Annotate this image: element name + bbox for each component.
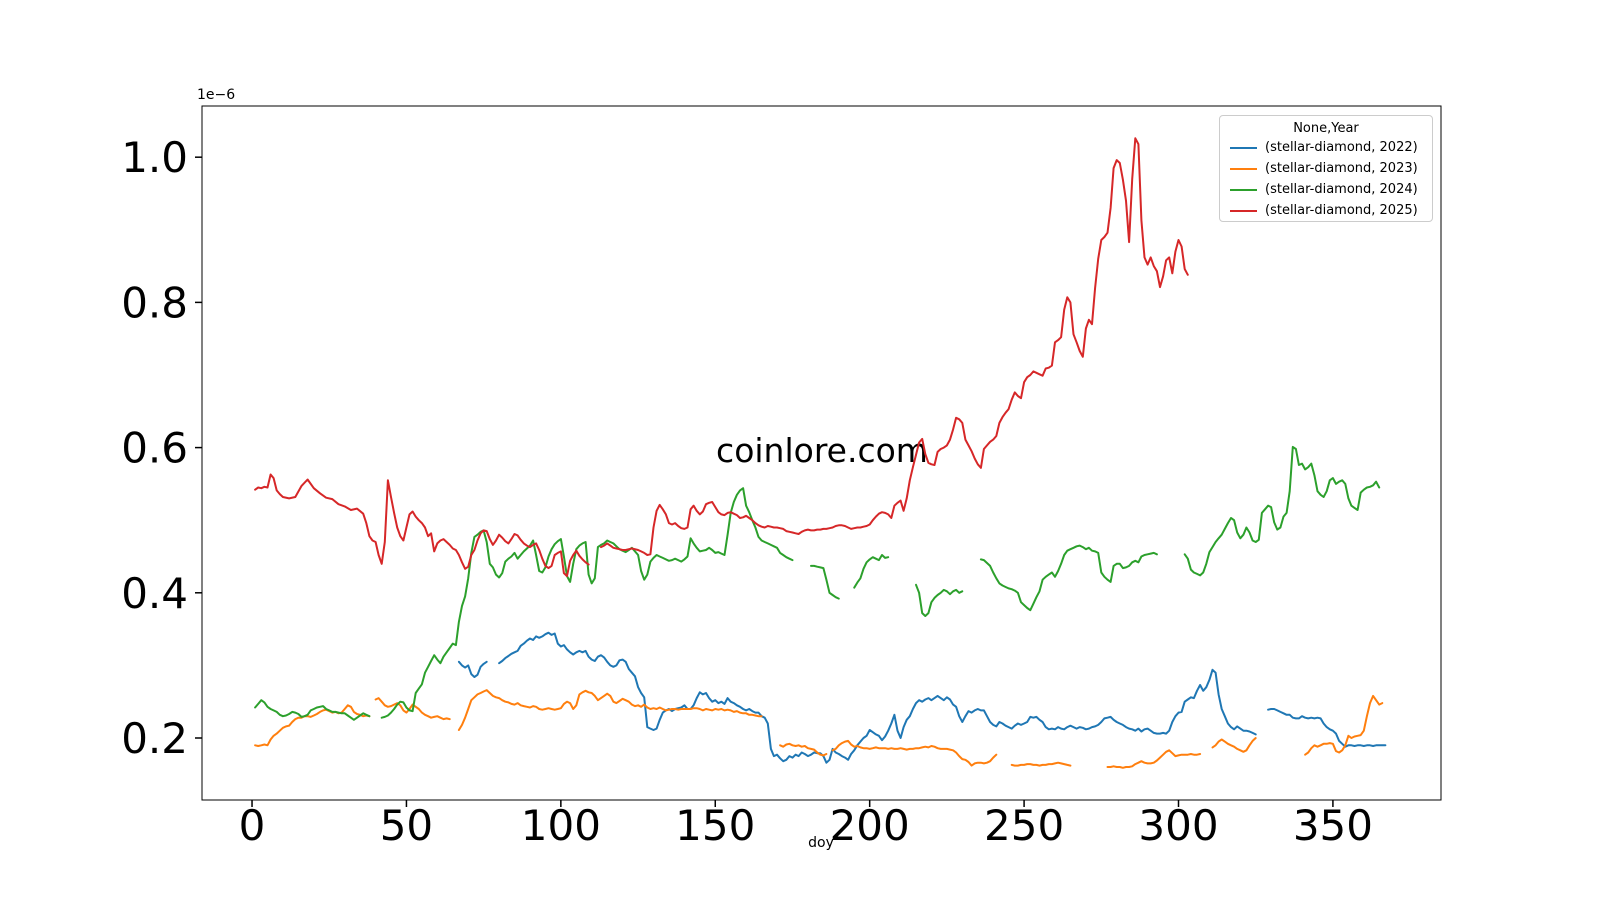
series-line-2023 (1211, 737, 1257, 753)
x-tick-label: 200 (830, 801, 910, 850)
x-axis-ticks: 0 50 100 150 200 250 300 350 (239, 800, 1373, 850)
x-tick-label: 0 (239, 801, 266, 850)
series-line-2023 (779, 742, 828, 757)
series-line-2023 (254, 704, 371, 747)
legend-item: (stellar-diamond, 2024) (1220, 179, 1432, 200)
series-line-2024 (810, 564, 840, 600)
y-axis-offset-label: 1e−6 (197, 87, 235, 103)
series-line-2022 (457, 660, 488, 678)
y-tick-label: 0.6 (121, 424, 188, 473)
series-line-2023 (831, 739, 998, 767)
x-axis-label: doy (808, 835, 834, 851)
series-line-2024 (853, 554, 890, 589)
legend-item-label: (stellar-diamond, 2025) (1265, 203, 1418, 218)
legend-items: (stellar-diamond, 2022) (stellar-diamond,… (1220, 137, 1432, 221)
series-line-2024 (979, 544, 1158, 612)
series-line-2023 (374, 697, 451, 721)
legend-item: (stellar-diamond, 2023) (1220, 158, 1432, 179)
series-line-2025 (254, 473, 590, 578)
series-lines (254, 137, 1387, 769)
watermark-text: coinlore.com (716, 431, 928, 470)
series-line-2024 (1183, 445, 1381, 577)
plot-border (201, 105, 1442, 801)
legend-item-label: (stellar-diamond, 2023) (1265, 161, 1418, 176)
x-tick-label: 50 (380, 801, 433, 850)
legend-item: (stellar-diamond, 2025) (1220, 200, 1432, 221)
series-line-2023 (1106, 749, 1202, 769)
legend-line-swatch (1230, 146, 1257, 149)
legend-item: (stellar-diamond, 2022) (1220, 137, 1432, 158)
y-tick-label: 0.8 (121, 278, 188, 327)
series-line-2024 (380, 487, 794, 719)
legend-item-label: (stellar-diamond, 2024) (1265, 182, 1418, 197)
series-line-2023 (457, 689, 763, 731)
x-tick-label: 250 (984, 801, 1064, 850)
x-tick-label: 300 (1138, 801, 1218, 850)
y-tick-label: 0.2 (121, 714, 188, 763)
series-line-2025 (600, 137, 1189, 556)
y-tick-label: 1.0 (121, 133, 188, 182)
legend-line-swatch (1230, 188, 1257, 191)
series-line-2024 (254, 699, 371, 721)
x-tick-label: 100 (521, 801, 601, 850)
y-tick-label: 0.4 (121, 569, 188, 618)
legend-item-label: (stellar-diamond, 2022) (1265, 140, 1418, 155)
series-line-2023 (1304, 694, 1384, 756)
y-axis-ticks: 0.2 0.4 0.6 0.8 1.0 (121, 133, 202, 763)
series-line-2022 (1267, 708, 1387, 748)
legend-line-swatch (1230, 209, 1257, 212)
series-line-2022 (498, 631, 1257, 764)
legend-line-swatch (1230, 167, 1257, 170)
series-line-2023 (1010, 761, 1072, 767)
legend: None,Year (stellar-diamond, 2022) (stella… (1219, 115, 1433, 222)
x-tick-label: 150 (675, 801, 755, 850)
series-line-2024 (915, 583, 964, 617)
x-tick-label: 350 (1293, 801, 1373, 850)
legend-title: None,Year (1293, 121, 1359, 136)
